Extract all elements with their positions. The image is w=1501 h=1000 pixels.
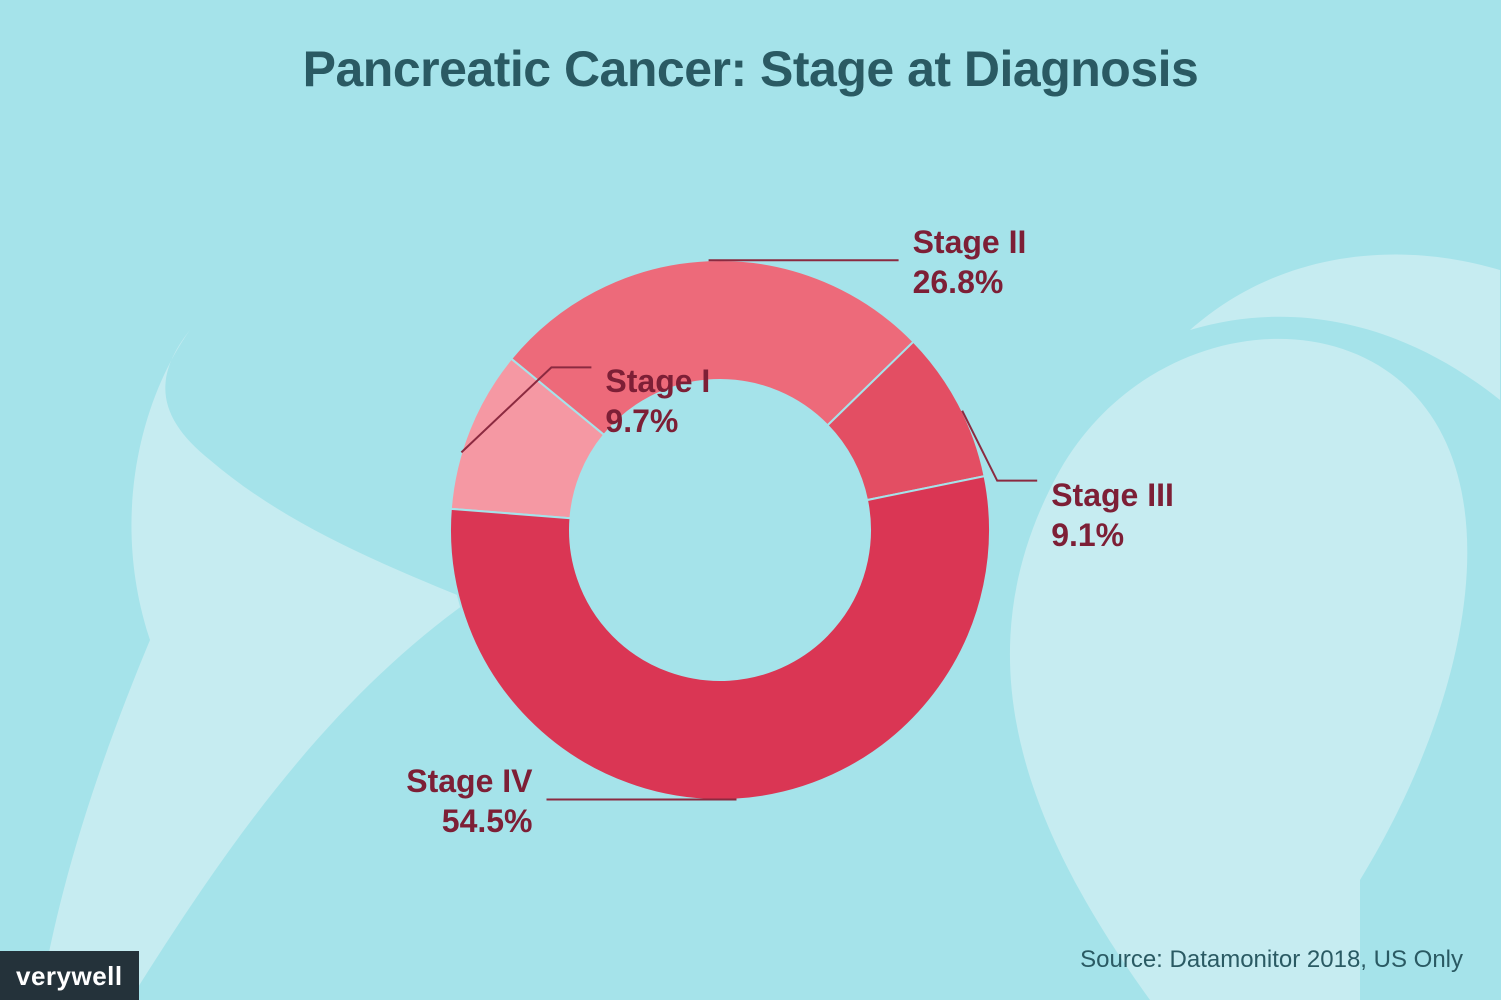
donut-chart-svg	[0, 0, 1501, 1000]
slice-label-value: 9.7%	[605, 401, 710, 441]
source-citation: Source: Datamonitor 2018, US Only	[1080, 946, 1463, 974]
donut-slice-stage4	[450, 476, 990, 800]
slice-label-value: 9.1%	[1051, 515, 1174, 555]
slice-label-stage3: Stage III9.1%	[1051, 475, 1174, 555]
chart-title: Pancreatic Cancer: Stage at Diagnosis	[0, 40, 1501, 98]
slice-label-stage4: Stage IV54.5%	[406, 761, 532, 841]
slice-label-value: 26.8%	[913, 262, 1027, 302]
chart-canvas: Pancreatic Cancer: Stage at Diagnosis St…	[0, 0, 1501, 1000]
slice-label-name: Stage III	[1051, 475, 1174, 515]
slice-label-value: 54.5%	[406, 801, 532, 841]
donut-slices	[450, 260, 990, 800]
slice-label-name: Stage II	[913, 222, 1027, 262]
slice-label-stage1: Stage I9.7%	[605, 361, 710, 441]
verywell-logo: verywell	[0, 951, 139, 1000]
slice-label-name: Stage I	[605, 361, 710, 401]
slice-label-name: Stage IV	[406, 761, 532, 801]
slice-label-stage2: Stage II26.8%	[913, 222, 1027, 302]
